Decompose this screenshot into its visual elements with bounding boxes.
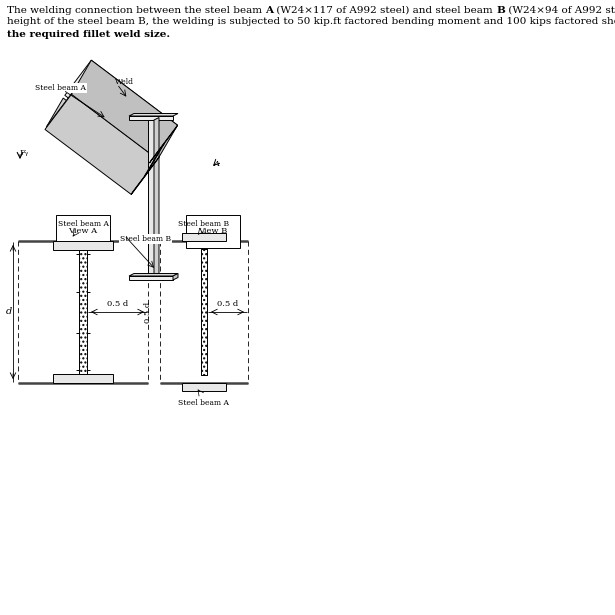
Text: 0.5 d: 0.5 d bbox=[107, 300, 128, 308]
Text: 0.5 d: 0.5 d bbox=[144, 301, 152, 323]
Text: Steel beam A: Steel beam A bbox=[35, 84, 86, 92]
Text: View A: View A bbox=[68, 227, 98, 235]
Bar bbox=[79, 250, 87, 374]
Text: the required fillet weld size.: the required fillet weld size. bbox=[7, 30, 170, 39]
Bar bbox=[182, 233, 226, 241]
Polygon shape bbox=[47, 92, 159, 192]
Text: height of the steel beam B, the welding is subjected to 50 kip.ft factored bendi: height of the steel beam B, the welding … bbox=[7, 17, 615, 26]
Polygon shape bbox=[173, 274, 178, 280]
Polygon shape bbox=[47, 98, 149, 192]
Polygon shape bbox=[145, 143, 165, 177]
Polygon shape bbox=[149, 125, 178, 163]
Text: 0.5 d: 0.5 d bbox=[217, 300, 238, 308]
Text: Weld: Weld bbox=[115, 78, 134, 86]
Polygon shape bbox=[148, 120, 154, 276]
Text: d: d bbox=[6, 308, 12, 317]
Polygon shape bbox=[131, 157, 159, 194]
Bar bbox=[53, 241, 113, 250]
Text: View B: View B bbox=[199, 227, 228, 235]
Text: Steel beam A: Steel beam A bbox=[57, 220, 108, 228]
Polygon shape bbox=[129, 114, 178, 116]
Text: A: A bbox=[265, 6, 273, 15]
Bar bbox=[201, 249, 207, 375]
Text: Steel beam B: Steel beam B bbox=[178, 220, 229, 228]
Polygon shape bbox=[71, 60, 178, 159]
Bar bbox=[182, 383, 226, 391]
Text: Steel beam B: Steel beam B bbox=[120, 235, 171, 243]
Polygon shape bbox=[154, 117, 159, 276]
Text: Fᵧ: Fᵧ bbox=[20, 149, 29, 157]
Polygon shape bbox=[129, 116, 173, 120]
Polygon shape bbox=[129, 274, 178, 276]
Text: B: B bbox=[496, 6, 505, 15]
Polygon shape bbox=[65, 60, 178, 161]
Polygon shape bbox=[129, 276, 173, 280]
Bar bbox=[201, 249, 207, 375]
Text: The welding connection between the steel beam: The welding connection between the steel… bbox=[7, 6, 265, 15]
Text: (W24×117 of A992 steel) and steel beam: (W24×117 of A992 steel) and steel beam bbox=[273, 6, 496, 15]
Bar bbox=[79, 250, 87, 374]
Text: (W24×94 of A992 steel). The length of the weld equals approximately 0.5: (W24×94 of A992 steel). The length of th… bbox=[505, 6, 615, 15]
Bar bbox=[53, 374, 113, 383]
Polygon shape bbox=[45, 94, 157, 194]
Text: A: A bbox=[214, 160, 220, 168]
Text: Steel beam A: Steel beam A bbox=[178, 399, 229, 407]
